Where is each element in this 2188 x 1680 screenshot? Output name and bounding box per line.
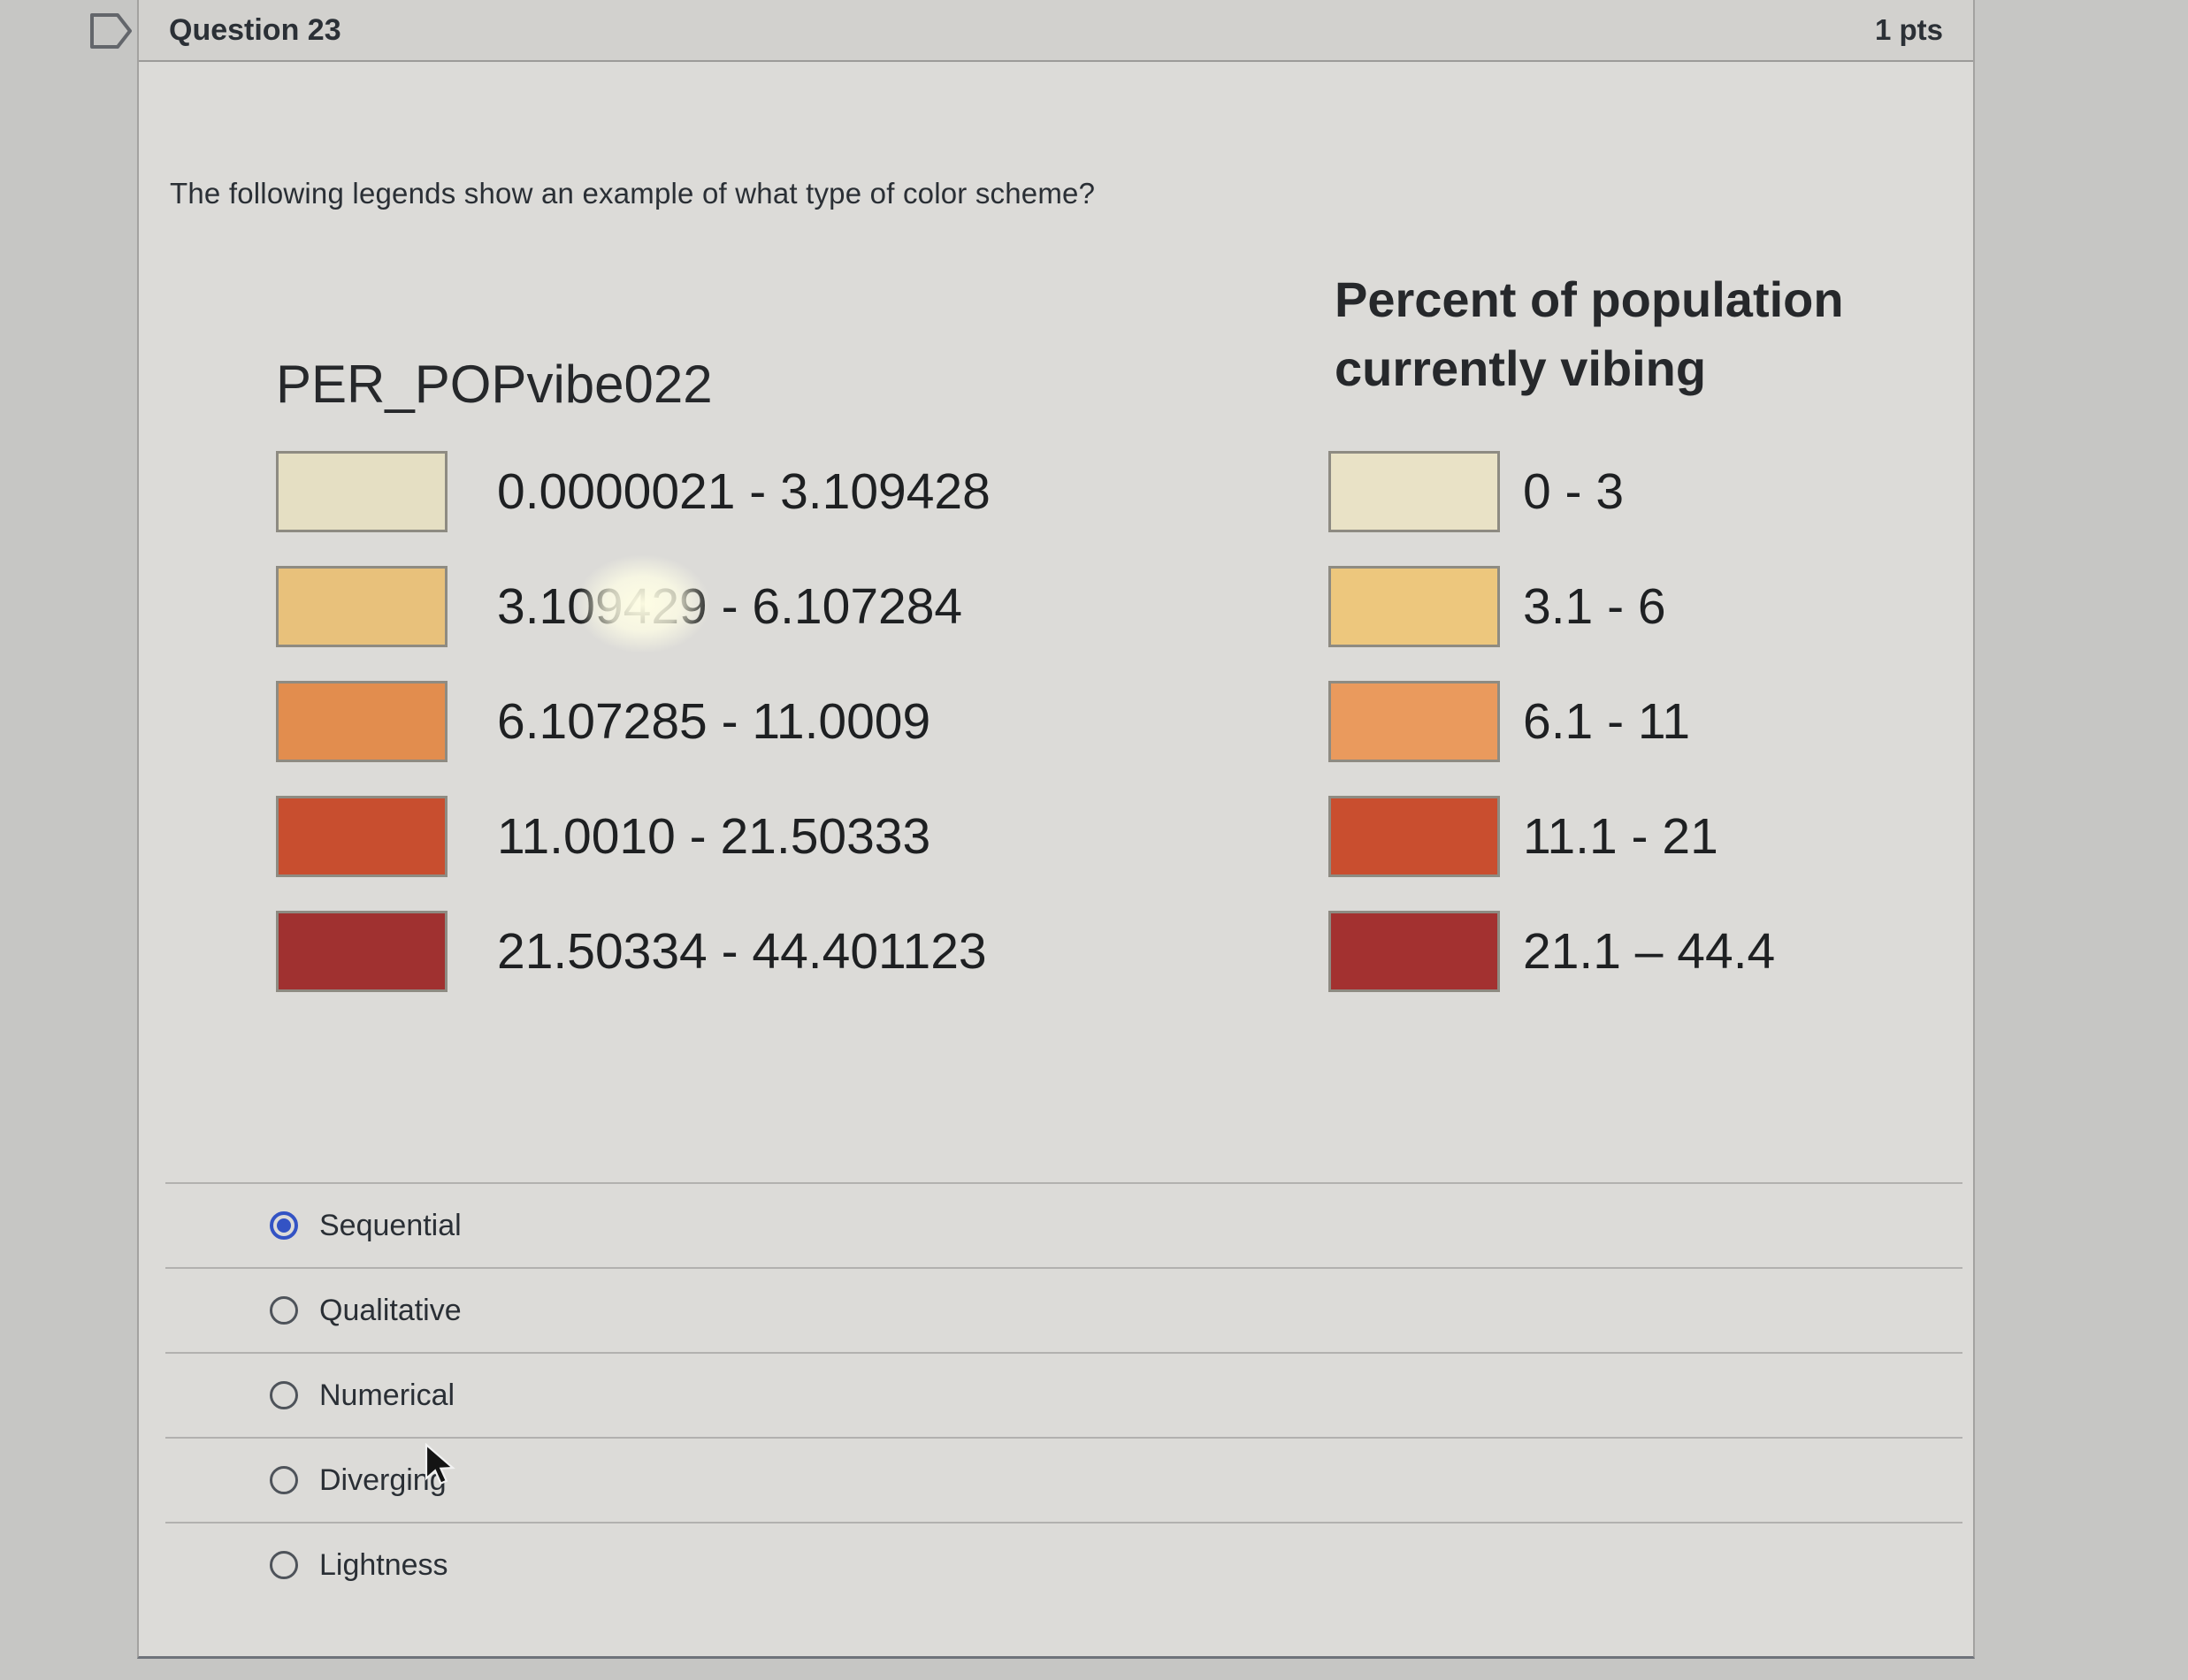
- radio-button[interactable]: [270, 1296, 298, 1325]
- question-title: Question 23: [169, 12, 341, 47]
- option-row-sequential[interactable]: Sequential: [165, 1182, 1962, 1267]
- legend-label: 21.1 – 44.4: [1523, 923, 1776, 980]
- legend-row: 6.1 - 11: [1328, 681, 1775, 762]
- option-row-diverging[interactable]: Diverging: [165, 1437, 1962, 1522]
- radio-button[interactable]: [270, 1211, 298, 1240]
- legend-right-title: Percent of population currently vibing: [1335, 271, 1844, 396]
- legend-row: 6.107285 - 11.0009: [276, 681, 991, 762]
- legend-label: 0.0000021 - 3.109428: [497, 463, 991, 520]
- legend-label: 3.1 - 6: [1523, 578, 1666, 635]
- legend-label: 6.1 - 11: [1523, 693, 1691, 750]
- color-swatch: [276, 796, 448, 877]
- legend-row: 11.1 - 21: [1328, 796, 1775, 877]
- points-label: 1 pts: [1874, 13, 1943, 46]
- option-row-qualitative[interactable]: Qualitative: [165, 1267, 1962, 1352]
- legend-row: 0.0000021 - 3.109428: [276, 451, 991, 532]
- color-swatch: [1328, 796, 1500, 877]
- legend-row: 3.1 - 6: [1328, 566, 1775, 647]
- legend-label: 3.109429 - 6.107284: [497, 578, 963, 635]
- option-row-lightness[interactable]: Lightness: [165, 1522, 1962, 1607]
- option-label: Sequential: [319, 1208, 462, 1242]
- color-swatch: [276, 451, 448, 532]
- radio-button[interactable]: [270, 1381, 298, 1409]
- color-swatch: [1328, 681, 1500, 762]
- option-label: Diverging: [319, 1462, 447, 1497]
- bookmark-icon[interactable]: [88, 11, 134, 56]
- option-row-numerical[interactable]: Numerical: [165, 1352, 1962, 1437]
- color-swatch: [276, 911, 448, 992]
- option-label: Qualitative: [319, 1293, 462, 1327]
- color-swatch: [1328, 911, 1500, 992]
- question-text: The following legends show an example of…: [170, 177, 1096, 210]
- color-swatch: [276, 681, 448, 762]
- legend-label: 11.0010 - 21.50333: [497, 808, 931, 865]
- radio-button[interactable]: [270, 1551, 298, 1579]
- legend-label: 11.1 - 21: [1523, 808, 1718, 865]
- question-header: Question 23 1 pts: [139, 0, 1973, 62]
- legend-row: 11.0010 - 21.50333: [276, 796, 991, 877]
- legend-label: 21.50334 - 44.401123: [497, 923, 987, 980]
- legend-row: 21.50334 - 44.401123: [276, 911, 991, 992]
- color-swatch: [1328, 566, 1500, 647]
- legend-row: 0 - 3: [1328, 451, 1775, 532]
- legend-label: 6.107285 - 11.0009: [497, 693, 931, 750]
- legend-left: 0.0000021 - 3.109428 3.109429 - 6.107284…: [276, 451, 991, 1026]
- legend-row: 21.1 – 44.4: [1328, 911, 1775, 992]
- radio-button[interactable]: [270, 1466, 298, 1494]
- option-label: Lightness: [319, 1547, 448, 1582]
- legend-label: 0 - 3: [1523, 463, 1625, 520]
- legend-left-title: PER_POPvibe022: [276, 355, 713, 414]
- color-swatch: [276, 566, 448, 647]
- option-label: Numerical: [319, 1378, 455, 1412]
- question-card: Question 23 1 pts The following legends …: [137, 0, 1975, 1659]
- legend-row: 3.109429 - 6.107284: [276, 566, 991, 647]
- answer-options: Sequential Qualitative Numerical Divergi…: [165, 1182, 1962, 1607]
- color-swatch: [1328, 451, 1500, 532]
- legend-right: 0 - 3 3.1 - 6 6.1 - 11 11.1 - 21 21.1 – …: [1328, 451, 1775, 1026]
- cursor-arrow-icon: [423, 1442, 463, 1493]
